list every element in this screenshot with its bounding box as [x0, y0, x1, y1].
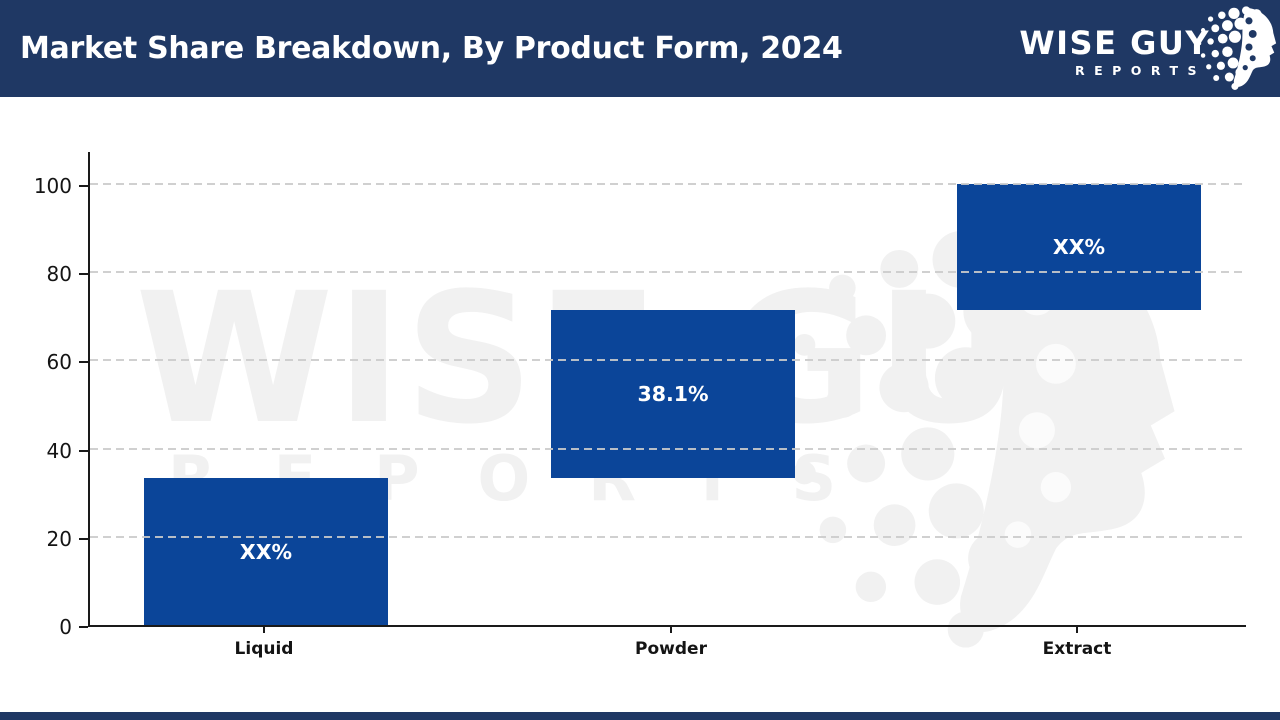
- y-tick-label-100: 100: [33, 174, 72, 198]
- y-tick-mark-60: [79, 361, 88, 364]
- x-category-label-liquid: Liquid: [234, 639, 294, 659]
- y-tick-label-80: 80: [46, 262, 72, 287]
- y-tick-mark-0: [79, 626, 88, 628]
- logo-reports-text: REPORTS: [1074, 63, 1206, 78]
- x-tick-mark-liquid: [263, 627, 265, 633]
- wise-guy-logo: WISE GUY REPORTS: [1019, 0, 1280, 97]
- y-tick-label-40: 40: [46, 438, 72, 463]
- header-bar: Market Share Breakdown, By Product Form,…: [0, 0, 1280, 97]
- y-tick-mark-80: [79, 273, 88, 276]
- footer-bar: [0, 712, 1280, 720]
- bar-powder: 38.1%: [551, 310, 795, 479]
- y-tick-label-0: 0: [59, 615, 72, 639]
- y-tick-mark-40: [79, 449, 88, 452]
- bar-liquid: XX%: [144, 478, 388, 625]
- wise-guy-face-icon: [1197, 6, 1277, 90]
- y-tick-mark-100: [79, 185, 88, 187]
- plot-area: XX% 38.1% XX%: [88, 152, 1246, 627]
- bar-value-label: XX%: [1052, 235, 1106, 260]
- logo-wise-guy-text: WISE GUY: [1019, 24, 1210, 62]
- y-tick-mark-20: [79, 537, 88, 540]
- x-tick-mark-powder: [670, 627, 672, 633]
- y-tick-label-20: 20: [46, 526, 72, 551]
- bar-value-label: XX%: [239, 539, 293, 564]
- bar-value-label: 38.1%: [637, 382, 709, 407]
- x-category-label-powder: Powder: [635, 639, 707, 659]
- bar-extract: XX%: [957, 184, 1201, 311]
- y-tick-label-60: 60: [46, 350, 72, 375]
- watermark-face-icon: [775, 223, 1175, 648]
- chart-title: Market Share Breakdown, By Product Form,…: [20, 31, 843, 66]
